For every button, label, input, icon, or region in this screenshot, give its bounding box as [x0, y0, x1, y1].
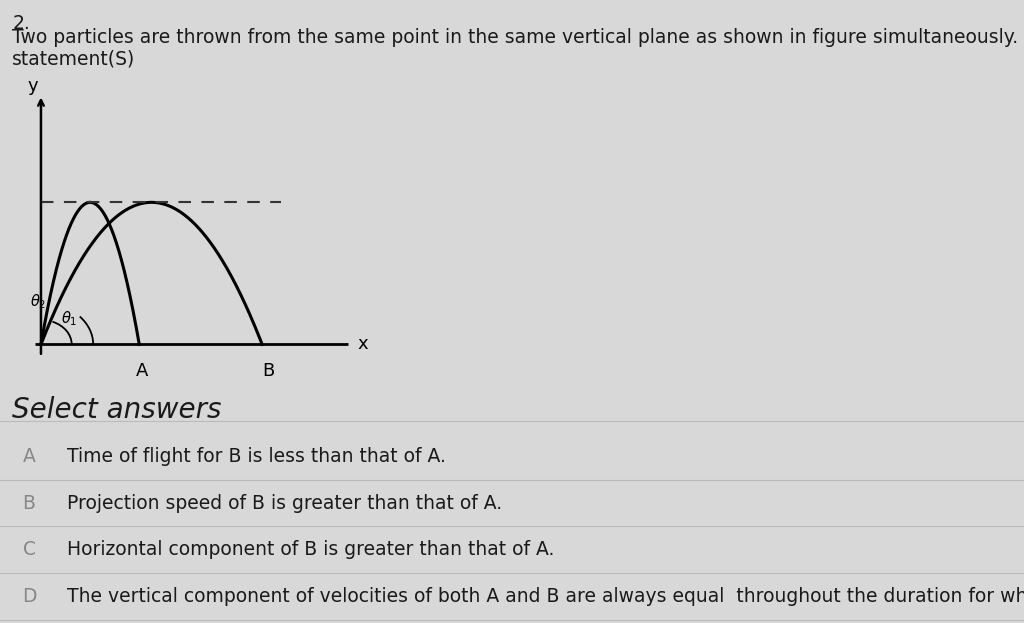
- Text: y: y: [28, 77, 39, 95]
- Text: statement(S): statement(S): [12, 50, 135, 69]
- Text: The vertical component of velocities of both A and B are always equal  throughou: The vertical component of velocities of …: [67, 587, 1024, 606]
- Text: B: B: [23, 493, 36, 513]
- Text: Horizontal component of B is greater than that of A.: Horizontal component of B is greater tha…: [67, 540, 554, 559]
- Text: C: C: [23, 540, 36, 559]
- Text: Projection speed of B is greater than that of A.: Projection speed of B is greater than th…: [67, 493, 502, 513]
- Text: Select answers: Select answers: [12, 396, 222, 424]
- Text: B: B: [262, 361, 274, 379]
- Text: A: A: [23, 447, 36, 466]
- Text: A: A: [136, 361, 148, 379]
- Text: 2.: 2.: [12, 14, 30, 32]
- Text: D: D: [23, 587, 37, 606]
- Text: x: x: [357, 335, 368, 353]
- Text: Two particles are thrown from the same point in the same vertical plane as shown: Two particles are thrown from the same p…: [12, 28, 1024, 47]
- Text: $\theta_2$: $\theta_2$: [31, 293, 46, 312]
- Text: $\theta_1$: $\theta_1$: [61, 310, 78, 328]
- Text: Time of flight for B is less than that of A.: Time of flight for B is less than that o…: [67, 447, 445, 466]
